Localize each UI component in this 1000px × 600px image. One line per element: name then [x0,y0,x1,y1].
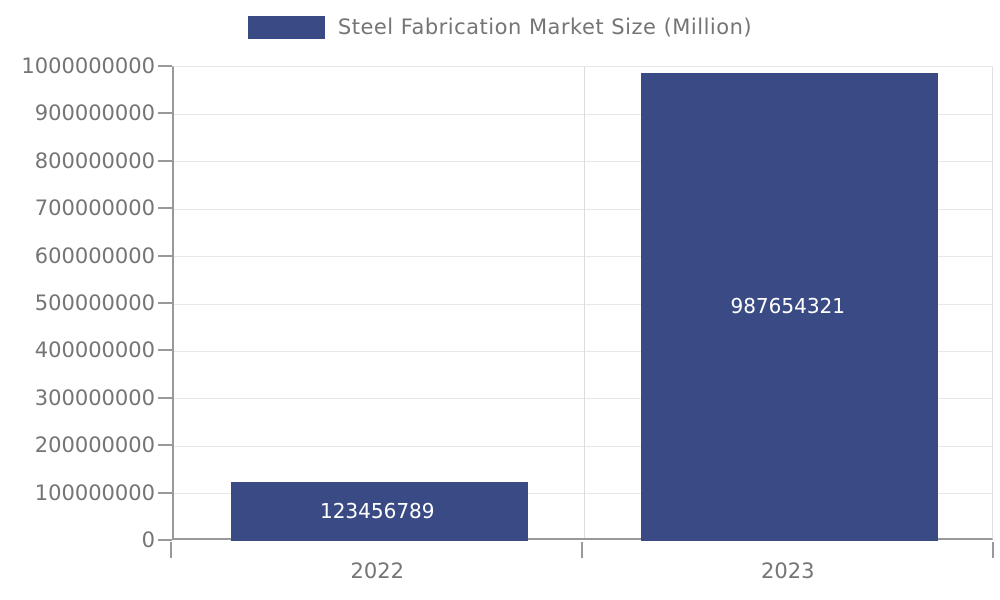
chart-legend[interactable]: Steel Fabrication Market Size (Million) [0,15,1000,39]
y-axis-tick [158,207,172,210]
bar-2022 [230,482,528,541]
y-tick-label: 600000000 [34,243,155,268]
x-tick-label: 2023 [761,559,815,583]
y-axis-tick [158,349,172,352]
y-gridline [174,256,992,258]
legend-label: Steel Fabrication Market Size (Million) [337,15,753,39]
y-gridline [174,113,992,115]
x-tick-label: 2022 [350,559,404,583]
x-axis-tick [581,542,583,558]
y-tick-label: 400000000 [34,338,155,363]
y-axis-tick [158,65,172,67]
y-gridline [174,445,992,447]
y-gridline [174,208,992,210]
plot-area [172,66,993,541]
y-tick-label: 800000000 [34,148,155,173]
y-axis-tick [158,302,172,304]
y-axis-tick [158,444,172,447]
y-gridline [174,350,992,352]
bar-value-label: 987654321 [730,294,846,318]
x-axis-tick [170,542,172,558]
y-axis-tick [158,396,172,399]
y-axis-tick [158,539,172,541]
y-tick-label: 0 [141,528,155,552]
vertical-split-line [584,67,585,538]
y-gridline [174,303,992,305]
y-tick-label: 500000000 [34,291,155,315]
y-axis-tick [158,112,172,115]
y-axis-tick [158,254,172,257]
x-axis-tick [992,542,994,558]
y-tick-label: 100000000 [34,480,155,505]
bar-2023 [641,73,939,541]
y-gridline [174,161,992,163]
y-axis-tick [158,159,172,162]
y-tick-label: 900000000 [34,101,155,126]
y-tick-label: 200000000 [34,433,155,458]
y-tick-label: 1000000000 [21,54,155,78]
bar-value-label: 123456789 [319,498,435,523]
y-gridline [174,398,992,400]
y-tick-label: 700000000 [34,196,155,221]
y-axis-tick [158,491,172,494]
legend-swatch-icon [247,15,325,39]
y-tick-label: 300000000 [34,385,155,410]
y-gridline [174,493,992,495]
